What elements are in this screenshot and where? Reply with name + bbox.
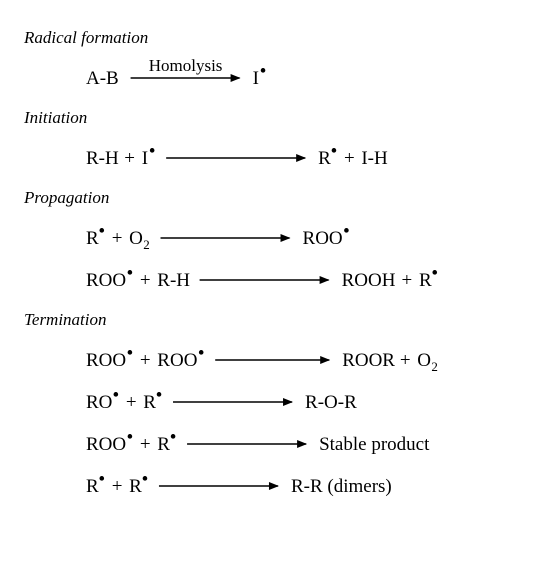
- svg-text:+: +: [400, 350, 411, 371]
- equation-block: A-B Homolysis I: [86, 56, 515, 98]
- svg-text:+: +: [112, 476, 123, 497]
- svg-text:+: +: [402, 270, 413, 291]
- svg-text:R-H: R-H: [86, 148, 119, 169]
- svg-text:R-O-R: R-O-R: [305, 392, 357, 413]
- svg-text:R: R: [318, 148, 331, 169]
- equation: ROO+ROOROOR+O2: [86, 338, 515, 380]
- svg-text:O: O: [129, 228, 143, 249]
- svg-text:+: +: [140, 350, 151, 371]
- equation: R + O2 ROO: [86, 216, 515, 258]
- svg-text:ROO: ROO: [303, 228, 343, 249]
- svg-text:R: R: [157, 434, 170, 455]
- equation: A-B Homolysis I: [86, 56, 515, 98]
- svg-text:I: I: [142, 148, 148, 169]
- stage-title: Termination: [24, 310, 515, 330]
- svg-text:ROOH: ROOH: [342, 270, 396, 291]
- equation-block: R + O2 ROO ROO + R-H ROOH + R: [86, 216, 515, 300]
- svg-text:Stable product: Stable product: [319, 434, 430, 455]
- svg-text:R: R: [86, 228, 99, 249]
- svg-text:R-R (dimers): R-R (dimers): [291, 476, 392, 497]
- equation: RO + R R-O-R: [86, 380, 515, 422]
- svg-text:R: R: [143, 392, 156, 413]
- svg-text:2: 2: [431, 359, 438, 374]
- svg-text:R: R: [129, 476, 142, 497]
- svg-text:ROO: ROO: [86, 270, 126, 291]
- equation-block: R-H+IR+I-H: [86, 136, 515, 178]
- reaction-scheme: Radical formation A-B Homolysis I Initiation…: [24, 28, 515, 506]
- equation: R + R R-R (dimers): [86, 464, 515, 506]
- svg-text:+: +: [124, 148, 135, 169]
- equation: ROO + R Stable product: [86, 422, 515, 464]
- equation: ROO + R-H ROOH + R: [86, 258, 515, 300]
- svg-text:+: +: [112, 228, 123, 249]
- svg-text:2: 2: [143, 237, 150, 252]
- svg-text:RO: RO: [86, 392, 112, 413]
- svg-text:O: O: [417, 350, 431, 371]
- svg-text:+: +: [140, 434, 151, 455]
- svg-text:ROO: ROO: [86, 350, 126, 371]
- svg-text:+: +: [344, 148, 355, 169]
- svg-text:R: R: [86, 476, 99, 497]
- stage-title: Initiation: [24, 108, 515, 128]
- stage-title: Propagation: [24, 188, 515, 208]
- svg-text:ROOR: ROOR: [342, 350, 395, 371]
- svg-text:R: R: [419, 270, 432, 291]
- svg-text:ROO: ROO: [86, 434, 126, 455]
- svg-text:I: I: [253, 68, 259, 89]
- svg-text:+: +: [126, 392, 137, 413]
- svg-text:R-H: R-H: [157, 270, 190, 291]
- equation-block: ROO+ROOROOR+O2RO+RR-O-RROO+RStable produ…: [86, 338, 515, 506]
- svg-text:Homolysis: Homolysis: [149, 56, 223, 75]
- svg-text:+: +: [140, 270, 151, 291]
- equation: R-H+IR+I-H: [86, 136, 515, 178]
- stage-title: Radical formation: [24, 28, 515, 48]
- svg-text:ROO: ROO: [157, 350, 197, 371]
- svg-text:I-H: I-H: [361, 148, 388, 169]
- svg-text:A-B: A-B: [86, 68, 119, 89]
